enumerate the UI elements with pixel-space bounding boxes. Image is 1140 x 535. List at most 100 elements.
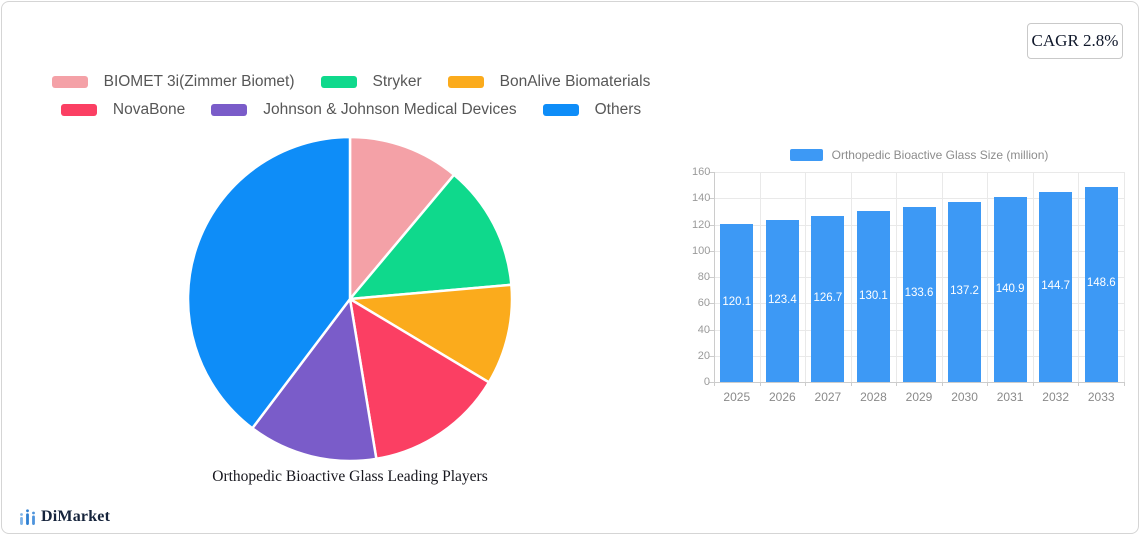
bar-value-label: 144.7 (1041, 280, 1071, 293)
pie-chart[interactable] (182, 131, 518, 467)
pie-slice[interactable] (186, 135, 352, 430)
y-axis-label: 20 (697, 349, 710, 362)
pie-chart-title: Orthopedic Bioactive Glass Leading Playe… (212, 468, 488, 485)
x-axis-tick (805, 382, 807, 386)
y-axis-tick (709, 172, 714, 173)
y-axis-label: 80 (697, 271, 710, 283)
y-axis-tick (709, 250, 714, 252)
legend-item-others[interactable]: Others (542, 101, 642, 119)
bar[interactable] (993, 197, 1027, 382)
y-axis-tick (709, 355, 714, 357)
x-axis-tick (1124, 382, 1125, 386)
bar-plot-area: 0 20 40 60 80 100 120 140 160 120.1 2025 123.4 2026 1… (692, 142, 1140, 414)
cagr-badge: CAGR 2.8% (1027, 23, 1123, 59)
gridline (714, 172, 1124, 173)
bar[interactable] (720, 224, 754, 382)
x-axis-tick (759, 382, 761, 386)
y-axis-tick (709, 329, 714, 331)
legend-item-bonalive[interactable]: BonAlive Biomaterials (447, 73, 651, 91)
legend-item-biomet[interactable]: BIOMET 3i(Zimmer Biomet) (51, 73, 295, 91)
bar[interactable] (1039, 192, 1073, 382)
gridline (714, 198, 1124, 200)
x-axis-label: 2030 (951, 390, 978, 404)
y-axis-tick (709, 224, 714, 226)
bar-chart[interactable]: Orthopedic Bioactive Glass Size (million… (692, 142, 1140, 414)
pie-legend: BIOMET 3i(Zimmer Biomet) Stryker BonAliv… (11, 73, 691, 119)
pie-slice[interactable] (348, 283, 514, 384)
bar-value-label: 120.1 (722, 296, 752, 309)
x-axis-tick (941, 382, 943, 386)
bar[interactable] (811, 215, 845, 382)
y-axis-tick (709, 382, 714, 383)
legend-item-label: NovaBone (112, 101, 186, 118)
bar-chart-icon (20, 508, 35, 525)
legend-swatch (211, 104, 248, 116)
y-axis-line (714, 172, 715, 382)
gridline (1078, 172, 1080, 382)
y-axis-label: 140 (692, 192, 711, 205)
legend-item-label: Stryker (372, 73, 422, 90)
bar-series-legend[interactable]: Orthopedic Bioactive Glass Size (million… (714, 148, 1124, 162)
bar[interactable] (902, 206, 936, 382)
y-axis-label: 100 (692, 244, 711, 257)
x-axis-tick (1032, 382, 1034, 386)
legend-item-label: BonAlive Biomaterials (499, 73, 651, 90)
bar[interactable] (1084, 186, 1118, 382)
gridline (987, 172, 989, 382)
bar-value-label: 133.6 (904, 287, 934, 300)
gridline (759, 172, 761, 382)
y-axis-label: 0 (703, 376, 710, 388)
legend-swatch (542, 104, 579, 116)
legend-item-label: Johnson & Johnson Medical Devices (263, 101, 517, 118)
gridline (1124, 172, 1125, 382)
bar[interactable] (765, 220, 799, 382)
legend-swatch (320, 76, 357, 88)
y-axis-label: 40 (697, 323, 710, 336)
bar-value-label: 130.1 (859, 289, 888, 302)
legend-item-stryker[interactable]: Stryker (320, 73, 422, 91)
y-axis-tick (709, 303, 714, 305)
gridline (850, 172, 852, 382)
brand-name: DiMarket (41, 508, 111, 525)
pie-slice[interactable] (348, 135, 456, 301)
x-axis-label: 2033 (1087, 390, 1115, 404)
x-axis-label: 2028 (860, 390, 887, 404)
gridline (1032, 172, 1034, 382)
bar-value-label: 137.2 (950, 284, 979, 297)
x-axis-tick (1078, 382, 1080, 386)
legend-item-label: Others (594, 101, 642, 118)
legend-swatch (51, 76, 88, 88)
legend-item-novabone[interactable]: NovaBone (60, 101, 186, 119)
legend-item-label: BIOMET 3i(Zimmer Biomet) (103, 73, 295, 90)
bar[interactable] (856, 211, 890, 382)
bar[interactable] (948, 201, 982, 382)
pie-slice[interactable] (251, 297, 378, 463)
x-axis-line (714, 382, 1124, 383)
bar-value-label: 148.6 (1086, 277, 1116, 290)
legend-item-johnson-johnson[interactable]: Johnson & Johnson Medical Devices (211, 101, 517, 119)
x-axis-label: 2029 (905, 390, 933, 404)
gridline (805, 172, 807, 382)
brand-logo[interactable]: DiMarket (19, 508, 110, 526)
x-axis-tick (850, 382, 852, 386)
legend-swatch (60, 104, 97, 116)
x-axis-label: 2032 (1042, 390, 1069, 404)
y-axis-label: 160 (692, 166, 711, 178)
x-axis-label: 2031 (996, 390, 1024, 404)
x-axis-tick (987, 382, 989, 386)
bar-series-label: Orthopedic Bioactive Glass Size (million… (831, 148, 1049, 162)
x-axis-tick (896, 382, 898, 386)
bar-value-label: 126.7 (813, 291, 843, 304)
y-axis-tick (709, 198, 714, 200)
x-axis-label: 2026 (768, 390, 796, 404)
pie-slice[interactable] (348, 173, 513, 301)
gridline (941, 172, 943, 382)
bar-value-label: 140.9 (995, 282, 1025, 295)
y-axis-tick (709, 277, 714, 278)
bar-value-label: 123.4 (767, 294, 797, 307)
pie-slice[interactable] (348, 297, 491, 461)
y-axis-label: 60 (697, 297, 710, 310)
legend-swatch (789, 149, 823, 161)
gridline (896, 172, 898, 382)
